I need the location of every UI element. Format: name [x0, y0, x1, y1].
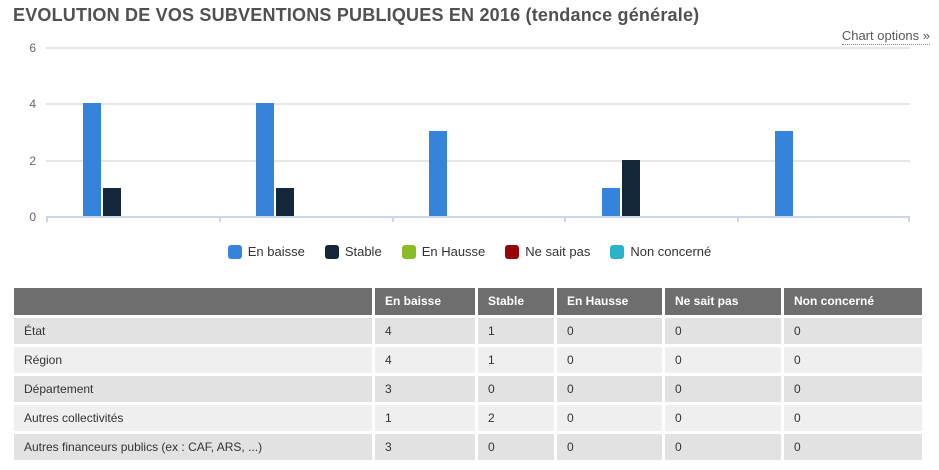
table-cell: 0: [784, 405, 922, 431]
bar-en-baisse-departement[interactable]: [429, 131, 447, 216]
table-cell: 1: [478, 318, 554, 344]
table-cell: 0: [478, 376, 554, 402]
table-cell: 0: [478, 434, 554, 460]
table-header-row: En baisse Stable En Hausse Ne sait pas Non c…: [14, 288, 922, 315]
legend-label: En baisse: [247, 244, 305, 259]
table-cell: 0: [557, 376, 662, 402]
table-cell: 0: [665, 434, 781, 460]
bar-chart: 0 2 4 6 En baisse Stable En Hausse Ne sait pas…: [0, 40, 939, 280]
bar-en-baisse-autres-financeurs-publics-ex-caf-ars[interactable]: [775, 131, 793, 216]
x-axis-tick: [908, 217, 910, 222]
table-cell: 1: [375, 405, 475, 431]
x-axis-tick: [219, 217, 221, 222]
x-axis-tick: [46, 217, 48, 222]
table-header-non-concerne: Non concerné: [784, 288, 922, 315]
bar-en-baisse-autres-collectivites[interactable]: [602, 188, 620, 216]
table-row-region: Région 4 1 0 0 0: [14, 347, 922, 373]
table-cell: 3: [375, 376, 475, 402]
data-table: En baisse Stable En Hausse Ne sait pas Non c…: [11, 285, 925, 463]
x-axis-tick: [737, 217, 739, 222]
gridline: [46, 159, 910, 162]
chart-legend: En baisse Stable En Hausse Ne sait pas Non c…: [0, 244, 939, 259]
y-axis-label: 4: [29, 97, 36, 112]
ne-sait-pas-swatch-icon: [505, 244, 520, 259]
table-cell: 0: [784, 376, 922, 402]
bar-en-baisse-etat[interactable]: [83, 103, 101, 216]
table-cell: 4: [375, 318, 475, 344]
bar-stable-autres-collectivites[interactable]: [622, 160, 640, 216]
x-axis-tick: [564, 217, 566, 222]
legend-item-ne-sait-pas[interactable]: Ne sait pas: [505, 244, 590, 259]
row-label: Département: [14, 376, 372, 402]
gridline: [46, 103, 910, 106]
x-axis-tick: [392, 217, 394, 222]
table-row-etat: État 4 1 0 0 0: [14, 318, 922, 344]
table-cell: 0: [665, 347, 781, 373]
table-cell: 0: [665, 405, 781, 431]
bar-en-baisse-region[interactable]: [256, 103, 274, 216]
table-header-stable: Stable: [478, 288, 554, 315]
row-label: Région: [14, 347, 372, 373]
en-hausse-swatch-icon: [401, 244, 416, 259]
legend-item-non-concerne[interactable]: Non concerné: [610, 244, 711, 259]
table-row-autres-financeurs-publics-ex-caf-ars: Autres financeurs publics (ex : CAF, ARS…: [14, 434, 922, 460]
table-cell: 3: [375, 434, 475, 460]
table-cell: 0: [784, 434, 922, 460]
table-cell: 0: [557, 347, 662, 373]
legend-label: Non concerné: [630, 244, 712, 259]
chart-plot-area: [46, 47, 910, 222]
legend-item-en-hausse[interactable]: En Hausse: [401, 244, 486, 259]
bar-stable-region[interactable]: [276, 188, 294, 216]
table-cell: 1: [478, 347, 554, 373]
legend-item-en-baisse[interactable]: En baisse: [227, 244, 305, 259]
table-header-row-label: [14, 288, 372, 315]
legend-label: Ne sait pas: [525, 244, 591, 259]
table-row-departement: Département 3 0 0 0 0: [14, 376, 922, 402]
gridline: [46, 47, 910, 49]
legend-label: En Hausse: [421, 244, 486, 259]
bar-stable-etat[interactable]: [103, 188, 121, 216]
row-label: Autres collectivités: [14, 405, 372, 431]
table-cell: 0: [665, 318, 781, 344]
table-cell: 4: [375, 347, 475, 373]
y-axis-label: 2: [29, 153, 36, 168]
table-cell: 0: [665, 376, 781, 402]
chart-options-link[interactable]: Chart options »: [841, 28, 930, 45]
table-body: État 4 1 0 0 0 Région 4 1 0 0 0 Département 3 0 0 0 0 Autr…: [14, 318, 922, 460]
legend-label: Stable: [344, 244, 382, 259]
table-cell: 0: [557, 434, 662, 460]
table-cell: 2: [478, 405, 554, 431]
page-title: EVOLUTION DE VOS SUBVENTIONS PUBLIQUES E…: [13, 5, 700, 25]
en-baisse-swatch-icon: [227, 244, 242, 259]
row-label: Autres financeurs publics (ex : CAF, ARS…: [14, 434, 372, 460]
table-cell: 0: [784, 318, 922, 344]
table-header-ne-sait-pas: Ne sait pas: [665, 288, 781, 315]
x-axis-line: [46, 216, 910, 218]
table-row-autres-collectivites: Autres collectivités 1 2 0 0 0: [14, 405, 922, 431]
table-header-en-hausse: En Hausse: [557, 288, 662, 315]
table-cell: 0: [557, 405, 662, 431]
y-axis-label: 0: [29, 210, 36, 224]
table-header-en-baisse: En baisse: [375, 288, 475, 315]
table-cell: 0: [784, 347, 922, 373]
non-concerne-swatch-icon: [610, 244, 625, 259]
y-axis-label: 6: [29, 41, 36, 55]
stable-swatch-icon: [324, 244, 339, 259]
table-head: En baisse Stable En Hausse Ne sait pas Non c…: [14, 288, 922, 315]
legend-item-stable[interactable]: Stable: [324, 244, 382, 259]
table-cell: 0: [557, 318, 662, 344]
row-label: État: [14, 318, 372, 344]
